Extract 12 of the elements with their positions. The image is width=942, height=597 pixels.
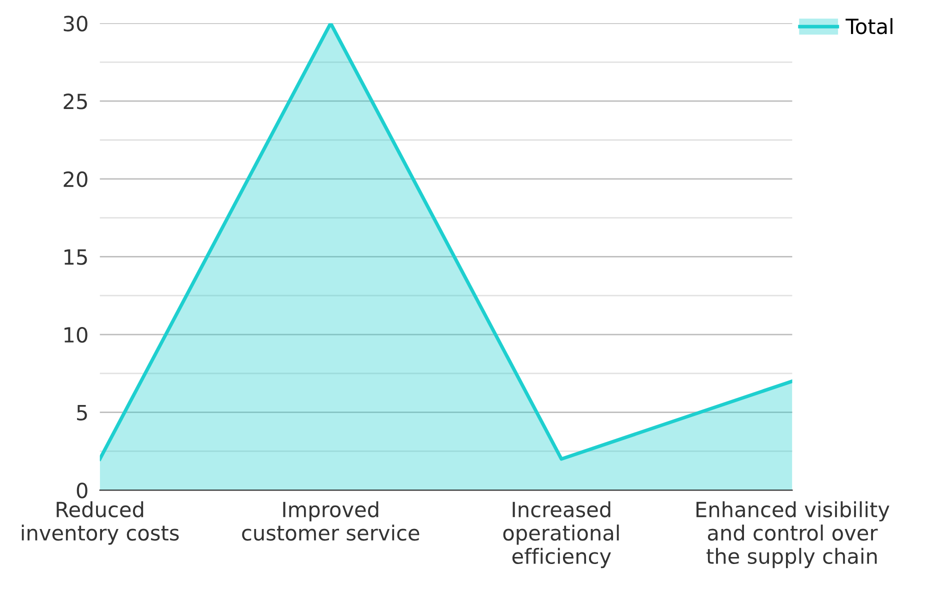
x-tick-label: Increased operational efficiency [503, 501, 619, 568]
x-tick-label: Improved customer service [242, 501, 420, 541]
y-tick-label: 30 [64, 16, 88, 32]
y-tick-label: 15 [64, 249, 87, 265]
y-tick-label: 25 [64, 94, 87, 110]
y-tick-label: 20 [64, 171, 88, 188]
x-tick-label: Reduced inventory costs [22, 501, 179, 545]
y-tick-label: 10 [64, 326, 88, 343]
y-tick-label: 0 [76, 482, 88, 498]
legend-label: Total [846, 18, 892, 34]
x-tick-label: Enhanced visibility and control over the supply chain [696, 501, 890, 568]
y-tick-label: 5 [77, 405, 87, 421]
